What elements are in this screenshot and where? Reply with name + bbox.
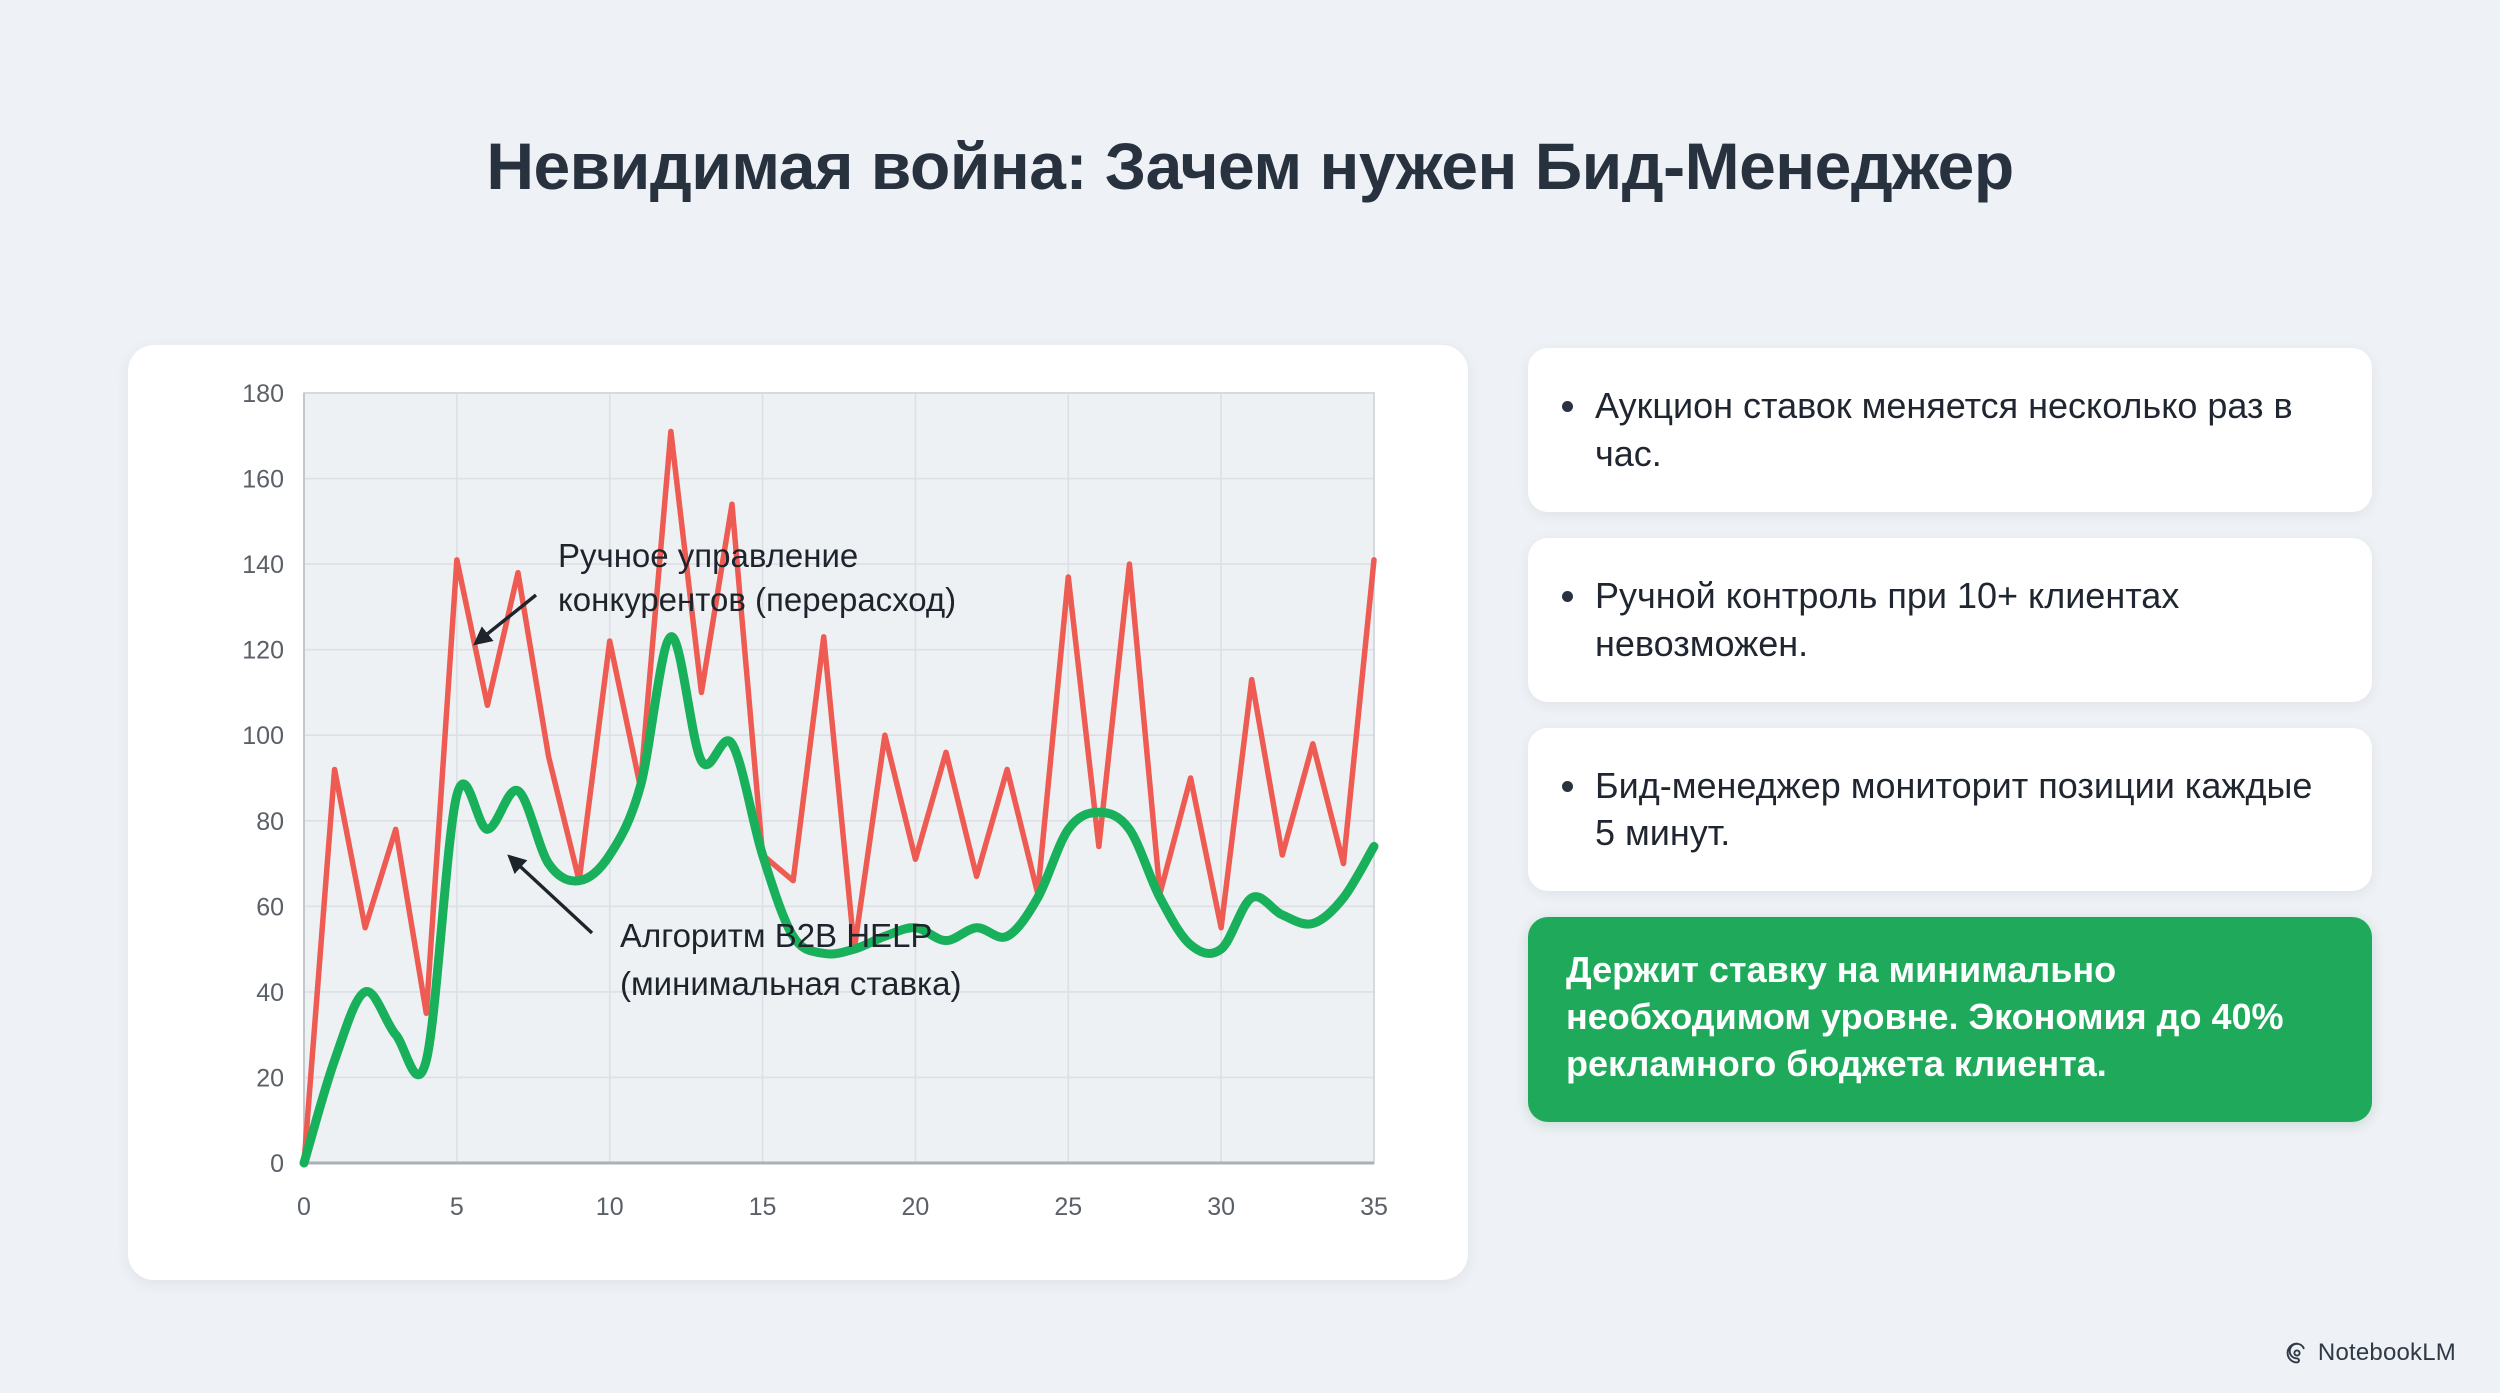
svg-text:15: 15 xyxy=(749,1193,777,1221)
svg-text:Алгоритм B2B HELP: Алгоритм B2B HELP xyxy=(620,917,932,954)
info-card-1: Аукцион ставок меняется несколько раз в … xyxy=(1528,348,2372,512)
watermark: NotebookLM xyxy=(2285,1339,2456,1367)
line-chart: 0 20 40 60 80 100 120 140 160 180 0 5 10 15 20 25 30 35 Ру… xyxy=(242,380,1388,1221)
highlight-card: Держит ставку на минимально необходимом … xyxy=(1528,917,2372,1122)
page-title: Невидимая война: Зачем нужен Бид-Менедже… xyxy=(486,129,2014,203)
svg-text:140: 140 xyxy=(242,551,284,579)
info-card-3-text: Бид-менеджер мониторит позиции каждые 5 … xyxy=(1595,764,2313,854)
svg-text:30: 30 xyxy=(1207,1193,1235,1221)
svg-text:100: 100 xyxy=(242,722,284,750)
svg-text:25: 25 xyxy=(1054,1193,1082,1221)
svg-text:160: 160 xyxy=(242,466,284,494)
info-card-3: Бид-менеджер мониторит позиции каждые 5 … xyxy=(1528,727,2372,892)
svg-text:0: 0 xyxy=(270,1150,284,1178)
highlight-card-text: Держит ставку на минимально необходимом … xyxy=(1566,949,2284,1084)
svg-text:60: 60 xyxy=(256,893,284,921)
svg-text:5: 5 xyxy=(450,1193,464,1221)
svg-text:конкурентов (перерасход): конкурентов (перерасход) xyxy=(558,581,956,618)
svg-text:40: 40 xyxy=(256,979,284,1007)
bullet-icon xyxy=(1562,590,1573,602)
notebooklm-spiral-icon xyxy=(2286,1342,2305,1364)
svg-text:80: 80 xyxy=(256,808,284,836)
info-card-1-text: Аукцион ставок меняется несколько раз в … xyxy=(1595,385,2293,474)
svg-text:35: 35 xyxy=(1360,1193,1388,1221)
info-card-2: Ручной контроль при 10+ клиентах невозмо… xyxy=(1528,537,2372,702)
svg-text:(минимальная ставка): (минимальная ставка) xyxy=(620,965,962,1002)
svg-text:0: 0 xyxy=(297,1193,311,1221)
bullet-icon xyxy=(1562,401,1573,412)
chart-card: 0 20 40 60 80 100 120 140 160 180 0 5 10 15 20 25 30 35 Ру… xyxy=(128,345,1468,1280)
watermark-label: NotebookLM xyxy=(2317,1339,2456,1366)
bullet-icon xyxy=(1562,780,1573,792)
side-column: Аукцион ставок меняется несколько раз в … xyxy=(1528,348,2372,1122)
svg-text:180: 180 xyxy=(242,380,284,408)
svg-text:120: 120 xyxy=(242,637,284,665)
info-card-2-text: Ручной контроль при 10+ клиентах невозмо… xyxy=(1595,574,2180,664)
svg-text:10: 10 xyxy=(596,1193,624,1221)
svg-text:20: 20 xyxy=(256,1064,284,1092)
svg-text:20: 20 xyxy=(902,1193,930,1221)
svg-text:Ручное управление: Ручное управление xyxy=(558,537,858,574)
